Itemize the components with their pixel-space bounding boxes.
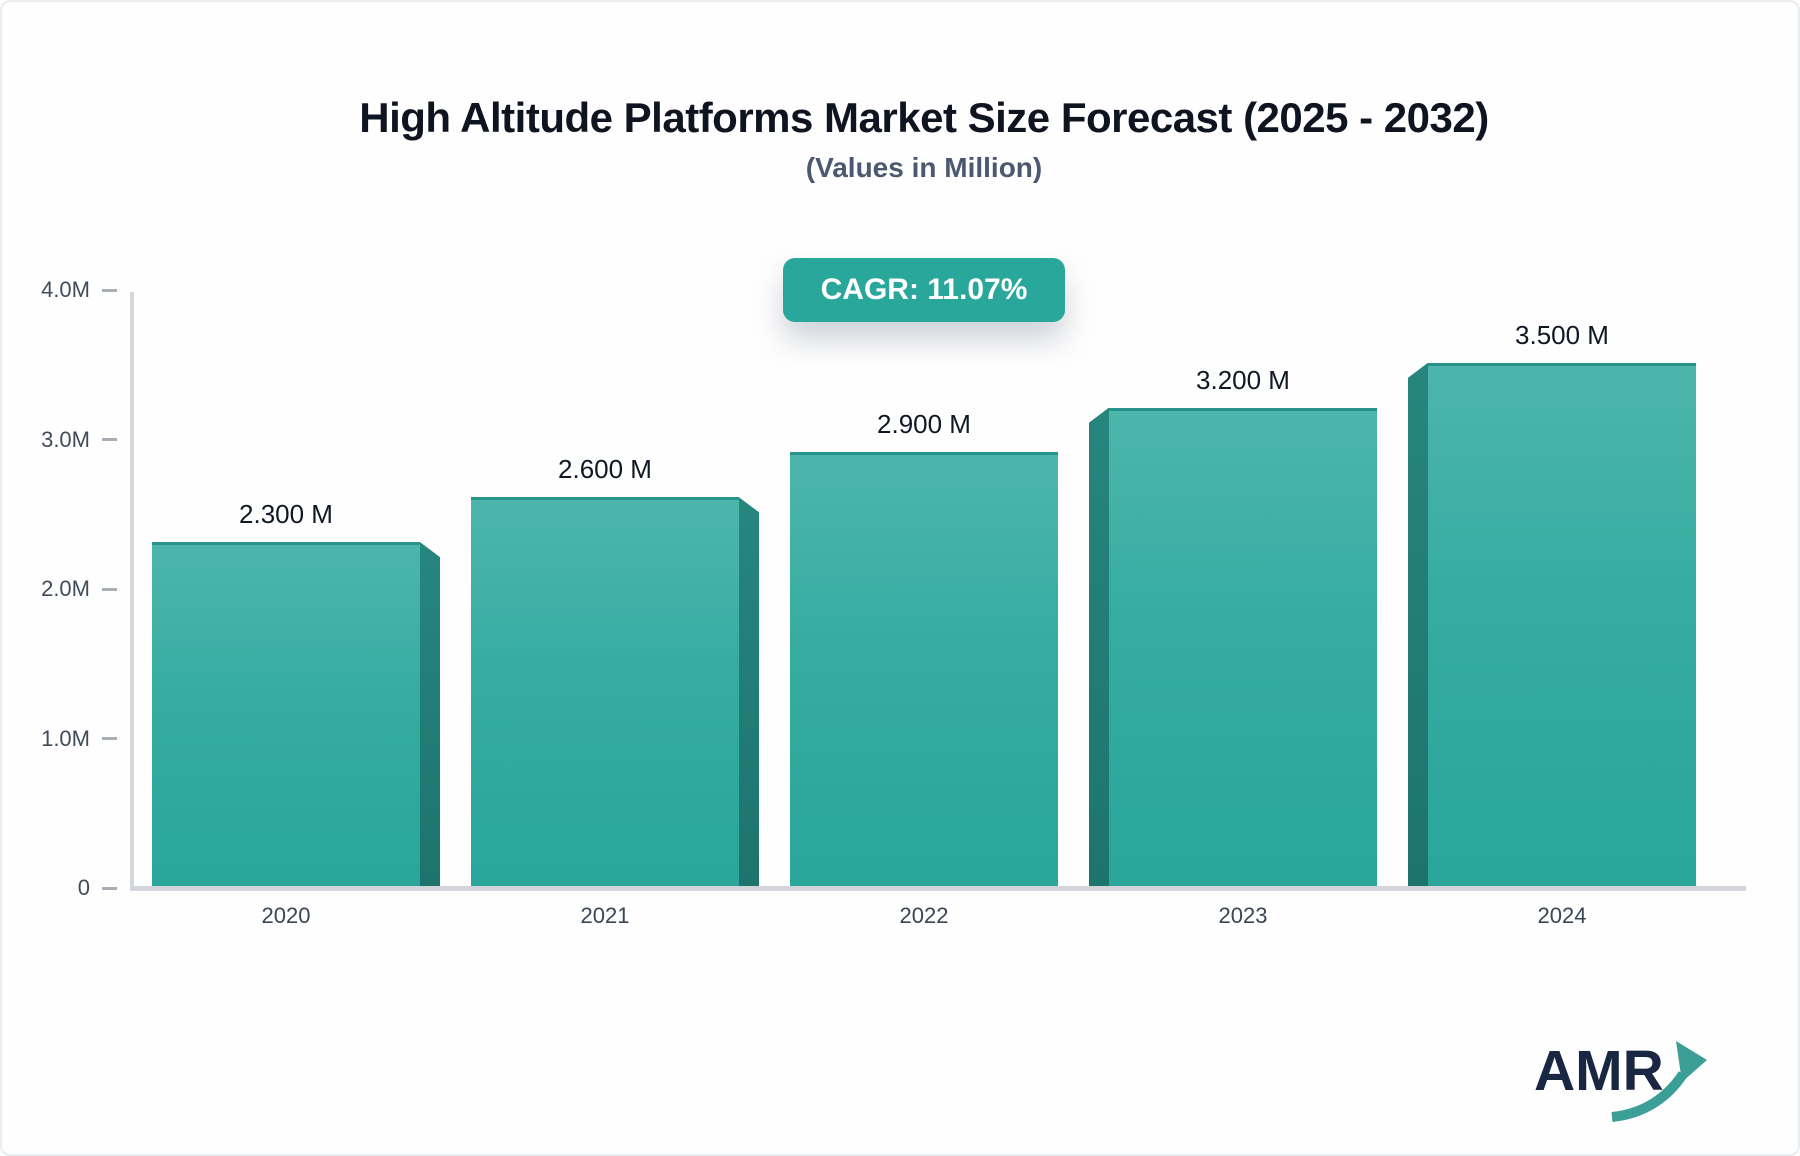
x-axis-label: 2022 [899, 903, 949, 928]
cagr-badge: CAGR: 11.07% [783, 258, 1065, 322]
y-axis-tick [102, 886, 117, 890]
y-axis-tick [102, 737, 117, 740]
x-axis-label: 2024 [1537, 903, 1587, 928]
brand-logo-text: AMR [1534, 1039, 1664, 1103]
bar-value-label: 2.300 M [239, 499, 333, 530]
x-axis-baseline [130, 886, 1746, 891]
bar [471, 497, 739, 886]
y-axis-label: 4.0M [41, 277, 90, 302]
bar [152, 542, 420, 886]
bar-3d-side [1408, 362, 1428, 886]
trend-arrow-icon [1611, 1041, 1707, 1122]
x-axis-label: 2023 [1218, 903, 1268, 928]
bar-3d-side [739, 497, 759, 886]
y-axis-label: 0 [77, 875, 90, 900]
cagr-badge-label: CAGR: 11.07% [820, 273, 1028, 306]
y-axis-label: 2.0M [41, 576, 90, 601]
bar [1109, 407, 1377, 886]
y-axis-tick [102, 438, 117, 441]
bar-3d-side [1089, 407, 1109, 886]
bar-3d-side [420, 542, 440, 886]
brand-logo: AMR [1534, 1030, 1724, 1130]
chart-title: High Altitude Platforms Market Size Fore… [359, 94, 1489, 141]
bar [1428, 362, 1696, 886]
x-axis-label: 2021 [580, 903, 630, 928]
bar-value-label: 2.600 M [558, 454, 652, 485]
y-axis-label: 3.0M [41, 426, 90, 452]
y-axis-tick [102, 587, 117, 591]
y-axis-label: 1.0M [41, 725, 90, 751]
x-axis-label: 2020 [261, 903, 311, 928]
bar-value-label: 3.500 M [1515, 319, 1609, 350]
bar-value-label: 3.200 M [1196, 364, 1290, 395]
y-axis-line [130, 292, 134, 888]
bar [790, 452, 1058, 886]
bar-value-label: 2.900 M [877, 409, 971, 440]
chart-subtitle: (Values in Million) [805, 152, 1043, 183]
y-axis-tick [102, 288, 117, 292]
